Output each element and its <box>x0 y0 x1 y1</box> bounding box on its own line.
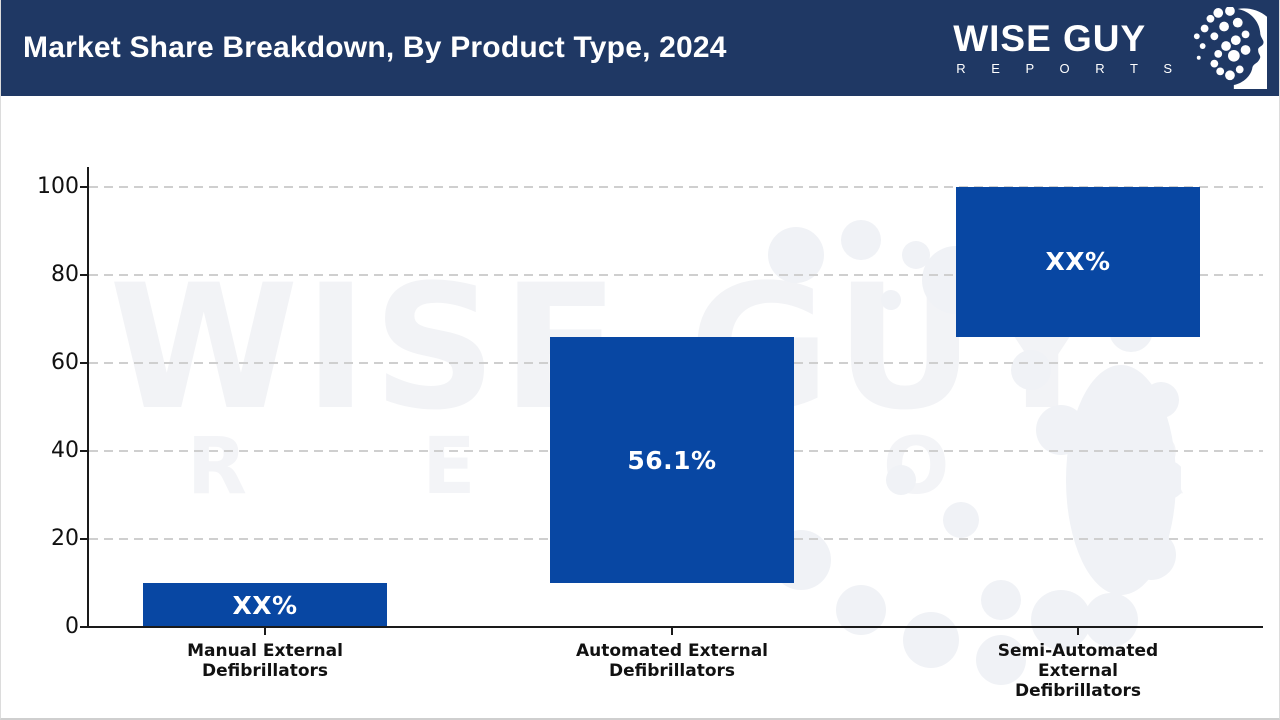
wise-guy-logo: WISE GUY R E P O R T S <box>953 7 1267 89</box>
gridline <box>89 186 1263 188</box>
x-category-label-line: Defibrillators <box>201 661 329 681</box>
x-tick-mark <box>1077 628 1079 635</box>
y-tick-label: 80 <box>51 262 79 287</box>
x-category-label: Automated External Defibrillators <box>502 641 842 681</box>
x-tick-mark <box>264 628 266 635</box>
y-tick-mark <box>80 186 88 188</box>
bar-value-label: 56.1% <box>627 445 717 475</box>
y-tick-mark <box>80 538 88 540</box>
gridline <box>89 274 1263 276</box>
logo-face-icon <box>1193 7 1267 89</box>
y-tick-label: 60 <box>51 350 79 375</box>
bar-value-label: XX% <box>232 590 298 620</box>
bar: XX% <box>956 187 1200 337</box>
y-tick-label: 100 <box>37 174 79 199</box>
bar: XX% <box>143 583 387 627</box>
x-category-label-line: External <box>1037 661 1119 681</box>
x-category-label-line: Automated External <box>575 641 768 661</box>
y-tick-label: 20 <box>51 526 79 551</box>
y-tick-mark <box>80 362 88 364</box>
x-category-label: Manual External Defibrillators <box>95 641 435 681</box>
y-tick-mark <box>80 626 88 628</box>
page-title: Market Share Breakdown, By Product Type,… <box>23 31 727 64</box>
logo-text: WISE GUY R E P O R T S <box>953 20 1183 76</box>
y-tick-mark <box>80 450 88 452</box>
x-category-label-line: Semi-Automated <box>997 641 1159 661</box>
bar-value-label: XX% <box>1045 247 1111 277</box>
x-category-label-line: Defibrillators <box>1014 681 1142 701</box>
logo-subtitle: R E P O R T S <box>956 61 1183 76</box>
x-category-label-line: Manual External <box>187 641 343 661</box>
y-tick-label: 40 <box>51 438 79 463</box>
y-tick-label: 0 <box>65 614 79 639</box>
y-tick-mark <box>80 274 88 276</box>
x-axis <box>87 626 1263 628</box>
y-axis <box>87 167 89 628</box>
bar: 56.1% <box>550 336 794 584</box>
x-category-label: Semi-Automated External Defibrillators <box>908 641 1248 701</box>
logo-wordmark: WISE GUY <box>953 18 1147 59</box>
x-tick-mark <box>671 628 673 635</box>
x-category-label-line: Defibrillators <box>608 661 736 681</box>
header-bar: Market Share Breakdown, By Product Type,… <box>1 0 1279 96</box>
